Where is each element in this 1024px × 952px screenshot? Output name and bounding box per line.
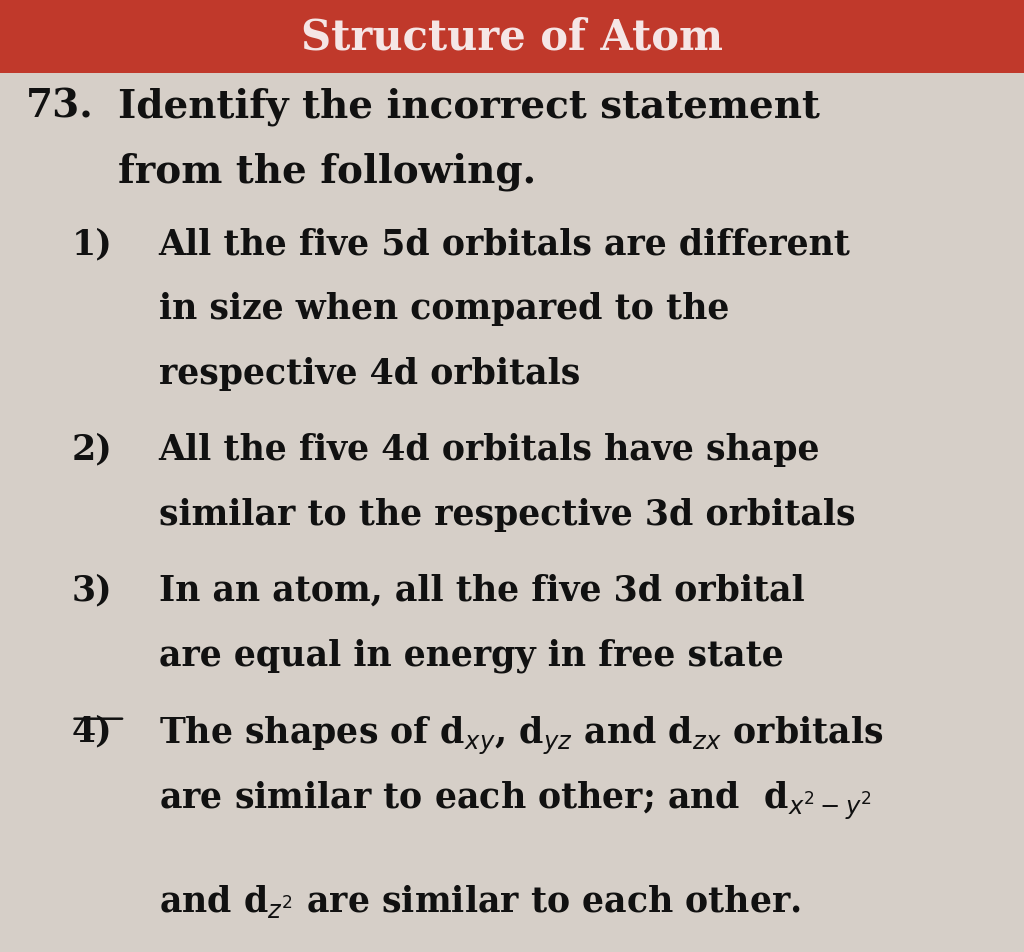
Text: 73.: 73.: [26, 88, 93, 126]
Text: In an atom, all the five 3d orbital: In an atom, all the five 3d orbital: [159, 573, 805, 607]
Text: and d$_{z^2}$ are similar to each other.: and d$_{z^2}$ are similar to each other.: [159, 883, 801, 920]
Text: All the five 4d orbitals have shape: All the five 4d orbitals have shape: [159, 432, 820, 466]
Text: Identify the incorrect statement: Identify the incorrect statement: [118, 88, 819, 126]
Text: 2): 2): [72, 432, 113, 466]
Text: are similar to each other; and  d$_{x^2-y^2}$: are similar to each other; and d$_{x^2-y…: [159, 779, 871, 821]
Text: 4): 4): [72, 714, 113, 748]
FancyBboxPatch shape: [0, 0, 1024, 74]
Text: respective 4d orbitals: respective 4d orbitals: [159, 356, 580, 390]
Text: from the following.: from the following.: [118, 152, 536, 190]
Text: Structure of Atom: Structure of Atom: [301, 16, 723, 58]
Text: in size when compared to the: in size when compared to the: [159, 291, 729, 326]
Text: All the five 5d orbitals are different: All the five 5d orbitals are different: [159, 227, 851, 261]
Text: 3): 3): [72, 573, 113, 607]
Text: The shapes of d$_{xy}$, d$_{yz}$ and d$_{zx}$ orbitals: The shapes of d$_{xy}$, d$_{yz}$ and d$_…: [159, 714, 883, 756]
Text: similar to the respective 3d orbitals: similar to the respective 3d orbitals: [159, 497, 855, 531]
Text: are equal in energy in free state: are equal in energy in free state: [159, 638, 783, 672]
Text: 1): 1): [72, 227, 113, 261]
